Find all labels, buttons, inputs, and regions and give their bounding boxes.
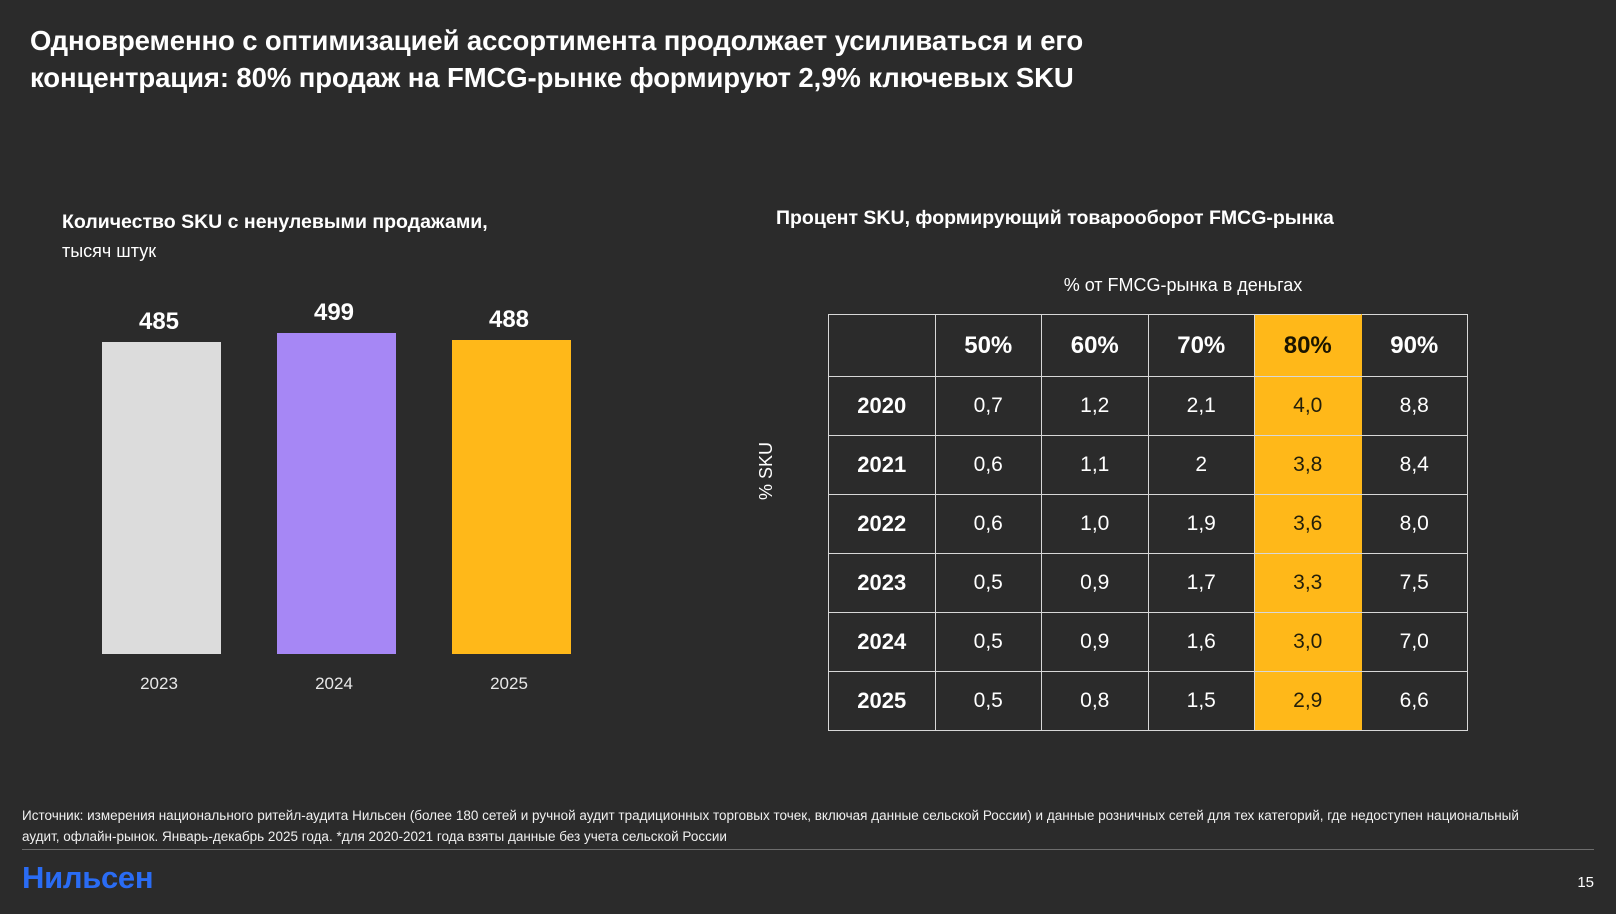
table-column-header: 70%	[1147, 314, 1255, 377]
table-cell: 0,6	[934, 494, 1042, 554]
table-row: 2020 0,7 1,2 2,1 4,0 8,8	[828, 376, 1468, 436]
bar-rect[interactable]	[452, 339, 571, 654]
bar-value-label: 488	[488, 305, 530, 333]
table-cell: 0,9	[1041, 612, 1149, 672]
bar-category-label: 2025	[490, 674, 528, 693]
bar-group-2024: 499 2024	[259, 299, 409, 700]
table-cell: 7,5	[1360, 553, 1468, 613]
table-row-label: 2025	[828, 671, 936, 731]
table-cell: 0,8	[1041, 671, 1149, 731]
bar-value-label: 499	[313, 298, 355, 326]
table-cell: 1,7	[1147, 553, 1255, 613]
bar-rect[interactable]	[277, 332, 396, 654]
bar-plot-area: 485 2023 499 2024 488 2025	[62, 299, 622, 700]
bar-chart-heading: Количество SKU с ненулевыми продажами,	[62, 211, 488, 233]
table-cell: 1,5	[1147, 671, 1255, 731]
table-cell: 8,4	[1360, 435, 1468, 495]
bar-chart-subheading: тысяч штук	[62, 241, 157, 261]
page-title: Одновременно с оптимизацией ассортимента…	[30, 25, 1084, 94]
table-cell: 3,8	[1254, 435, 1362, 495]
table-row: 2025 0,5 0,8 1,5 2,9 6,6	[828, 671, 1468, 731]
footer-divider	[22, 849, 1594, 850]
bar-group-2023: 485 2023	[84, 305, 234, 700]
table-column-axis-label: % от FMCG-рынка в деньгах	[1063, 275, 1303, 295]
table-heading: Процент SKU, формирующий товарооборот FM…	[776, 207, 1334, 229]
table-cell: 3,3	[1254, 553, 1362, 613]
bar-rect[interactable]	[102, 341, 221, 654]
table-cell: 0,7	[934, 376, 1042, 436]
table-cell: 2,1	[1147, 376, 1255, 436]
table-column-header: 90%	[1360, 314, 1468, 377]
sku-share-table-panel: Процент SKU, формирующий товарооборот FM…	[756, 195, 1616, 735]
table-row: 2024 0,5 0,9 1,6 3,0 7,0	[828, 612, 1468, 672]
bar-group-2025: 488 2025	[434, 305, 584, 700]
nielsen-logo: Нильсен	[22, 860, 154, 895]
table-cell: 7,0	[1360, 612, 1468, 672]
table-column-header: 50%	[934, 314, 1042, 377]
table-cell: 1,1	[1041, 435, 1149, 495]
page-number: 15	[1577, 874, 1594, 891]
table-cell: 2,9	[1254, 671, 1362, 731]
sku-share-table: 50% 60% 70% 80% 90% 2020 0,7 1,2 2,1 4,0 8,8 2021 0…	[828, 314, 1468, 731]
table-cell: 4,0	[1254, 376, 1362, 436]
table-header-row: 50% 60% 70% 80% 90%	[828, 314, 1468, 377]
table-row-label: 2022	[828, 494, 936, 554]
table-cell: 0,5	[934, 612, 1042, 672]
table-cell: 0,5	[934, 671, 1042, 731]
bar-value-label: 485	[138, 307, 180, 335]
bar-category-label: 2023	[140, 674, 178, 693]
table-column-header: 80%	[1254, 314, 1362, 377]
table-cell: 1,6	[1147, 612, 1255, 672]
bar-category-label: 2024	[315, 674, 353, 693]
table-cell: 3,0	[1254, 612, 1362, 672]
table-cell: 1,2	[1041, 376, 1149, 436]
table-row: 2023 0,5 0,9 1,7 3,3 7,5	[828, 553, 1468, 613]
table-row: 2022 0,6 1,0 1,9 3,6 8,0	[828, 494, 1468, 554]
sku-count-bar-chart: Количество SKU с ненулевыми продажами, т…	[0, 195, 720, 715]
table-body: 2020 0,7 1,2 2,1 4,0 8,8 2021 0,6 1,1 2 3,8 8,4 2022…	[828, 376, 1468, 731]
table-row-label: 2023	[828, 553, 936, 613]
table-row-label: 2020	[828, 376, 936, 436]
table-corner-cell	[828, 314, 936, 377]
table-row-label: 2021	[828, 435, 936, 495]
table-column-header: 60%	[1041, 314, 1149, 377]
table-cell: 1,0	[1041, 494, 1149, 554]
table-cell: 8,0	[1360, 494, 1468, 554]
source-note: Источник: измерения национального ритейл…	[22, 808, 1519, 844]
table-cell: 3,6	[1254, 494, 1362, 554]
table-cell: 1,9	[1147, 494, 1255, 554]
table-cell: 0,5	[934, 553, 1042, 613]
table-row-axis-label: % SKU	[756, 441, 776, 500]
table-cell: 8,8	[1360, 376, 1468, 436]
table-cell: 0,6	[934, 435, 1042, 495]
table-cell: 0,9	[1041, 553, 1149, 613]
table-cell: 2	[1147, 435, 1255, 495]
table-cell: 6,6	[1360, 671, 1468, 731]
table-head: 50% 60% 70% 80% 90%	[828, 314, 1468, 377]
table-row-label: 2024	[828, 612, 936, 672]
table-row: 2021 0,6 1,1 2 3,8 8,4	[828, 435, 1468, 495]
